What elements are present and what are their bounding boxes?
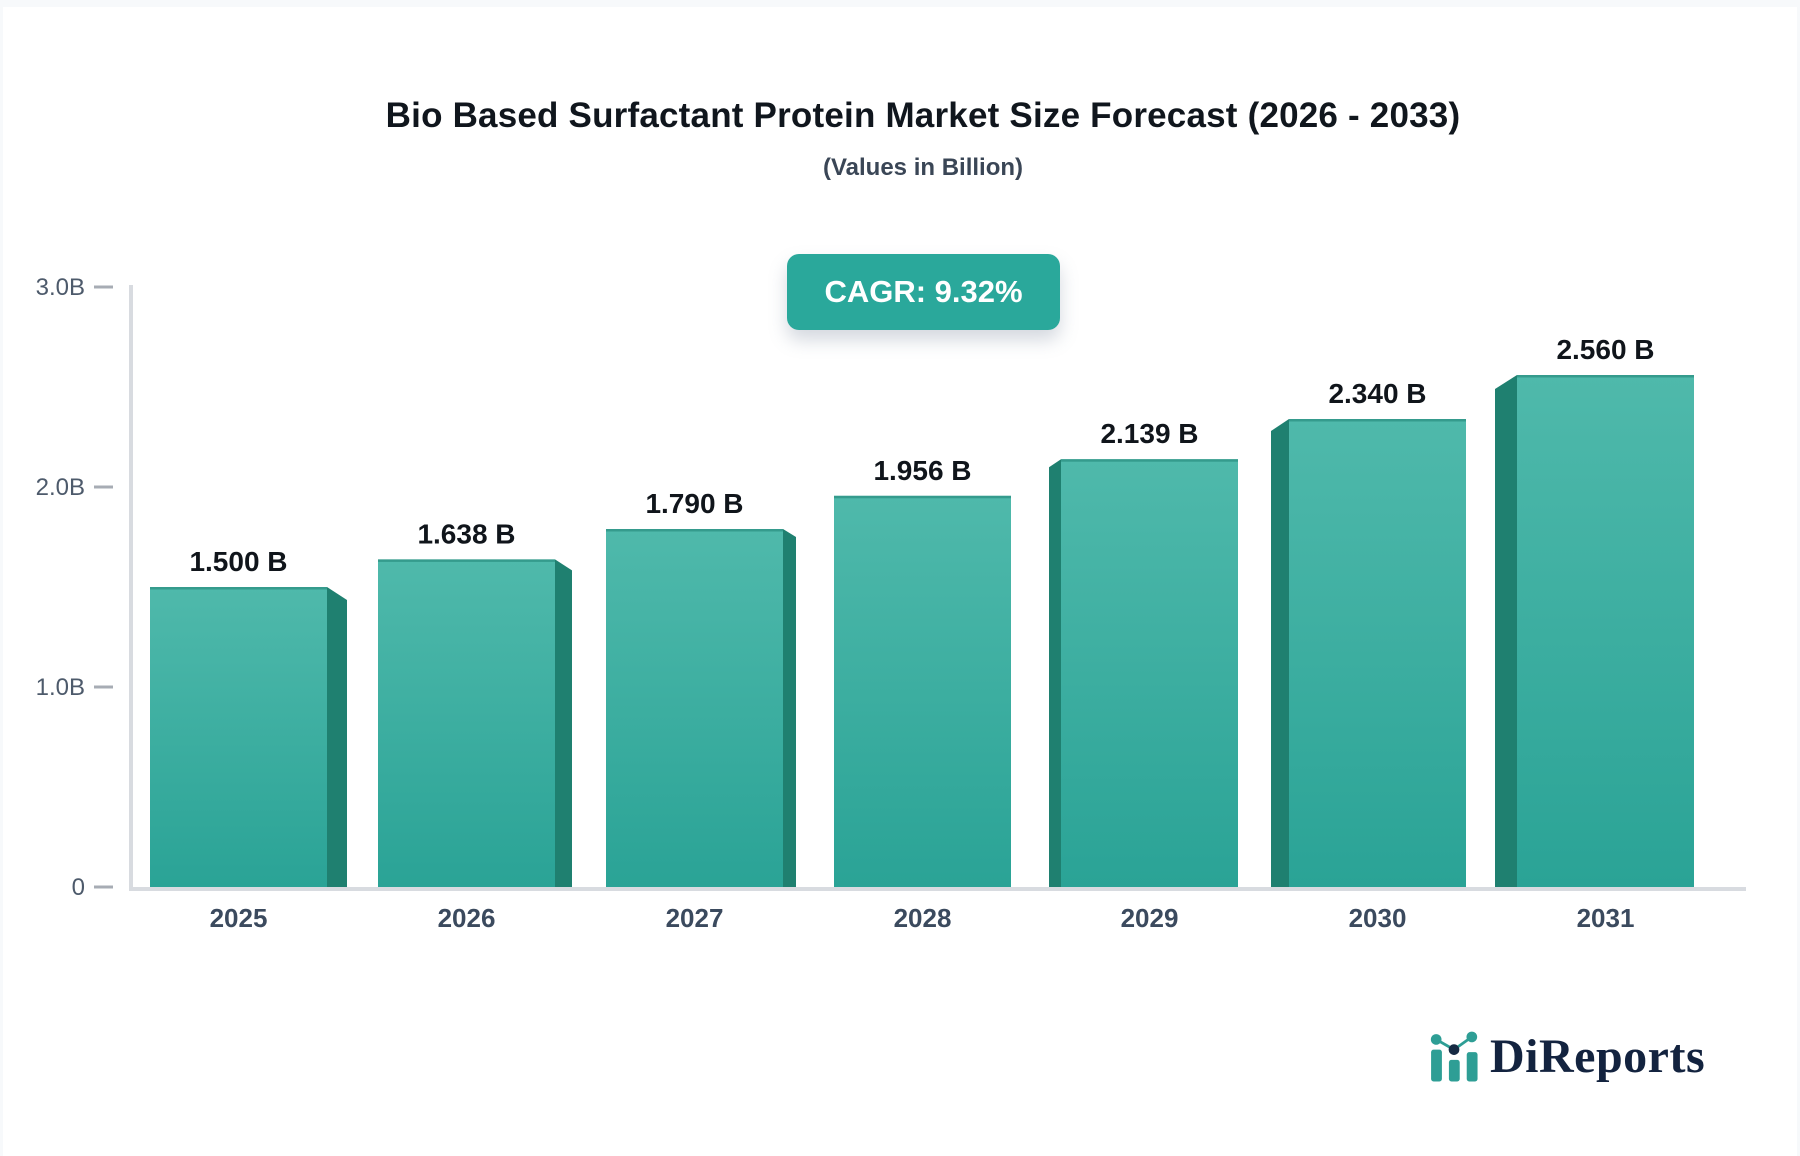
page-title: Bio Based Surfactant Protein Market Size… <box>385 96 1461 135</box>
direports-logo: DiReports <box>1428 1028 1705 1084</box>
bar-top-edge-2031 <box>1517 375 1694 378</box>
y-tick-label: 2.0B <box>36 474 85 501</box>
bar-2027 <box>606 529 783 887</box>
bar-value-label-2028: 1.956 B <box>873 455 971 486</box>
bar-2025 <box>150 587 327 887</box>
chart-header: Bio Based Surfactant Protein Market Size… <box>23 96 1800 182</box>
y-tick-mark <box>94 685 113 689</box>
bar-value-label-2031: 2.560 B <box>1556 334 1654 365</box>
page-subtitle: (Values in Billion) <box>822 154 1024 181</box>
cagr-badge: CAGR: 9.32% <box>787 254 1060 330</box>
bar-2026 <box>378 559 555 887</box>
bar-2028 <box>834 495 1011 887</box>
y-tick-label: 0 <box>72 874 85 901</box>
logo-text: DiReports <box>1490 1029 1706 1083</box>
bar-top-edge-2029 <box>1061 459 1238 462</box>
bar-value-label-2029: 2.139 B <box>1100 418 1198 449</box>
bar-side-2026 <box>555 559 572 887</box>
x-axis-line <box>129 887 1746 891</box>
bar-side-2029 <box>1049 459 1061 887</box>
x-tick-label-2028: 2028 <box>894 903 952 933</box>
bar-top-edge-2030 <box>1289 419 1466 422</box>
bar-side-2027 <box>783 529 796 887</box>
x-tick-label-2027: 2027 <box>666 903 724 933</box>
bar-value-label-2027: 1.790 B <box>645 488 743 519</box>
bar-value-label-2025: 1.500 B <box>189 546 287 577</box>
x-tick-label-2030: 2030 <box>1349 903 1407 933</box>
bar-side-2025 <box>327 587 347 887</box>
x-tick-label-2026: 2026 <box>438 903 496 933</box>
cagr-badge-label: CAGR: 9.32% <box>824 274 1023 309</box>
y-tick-label: 1.0B <box>36 674 85 701</box>
bar-2030 <box>1289 419 1466 887</box>
mini-bar-chart-icon <box>1430 1031 1478 1082</box>
bar-value-label-2030: 2.340 B <box>1328 378 1426 409</box>
bar-2029 <box>1061 459 1238 887</box>
y-axis-line <box>129 285 133 889</box>
x-tick-label-2031: 2031 <box>1577 903 1635 933</box>
x-tick-label-2029: 2029 <box>1121 903 1179 933</box>
bar-side-2030 <box>1271 419 1289 887</box>
bar-top-edge-2025 <box>150 587 327 590</box>
y-tick-label: 3.0B <box>36 274 85 301</box>
x-tick-label-2025: 2025 <box>210 903 268 933</box>
bar-side-2031 <box>1495 375 1517 887</box>
bar-top-edge-2026 <box>378 559 555 562</box>
bar-top-edge-2027 <box>606 529 783 532</box>
y-tick-mark <box>94 485 113 489</box>
y-tick-mark <box>94 885 113 889</box>
bar-2031 <box>1517 375 1694 887</box>
bar-top-edge-2028 <box>834 495 1011 499</box>
y-tick-mark <box>94 285 113 289</box>
bar-value-label-2026: 1.638 B <box>417 518 515 549</box>
